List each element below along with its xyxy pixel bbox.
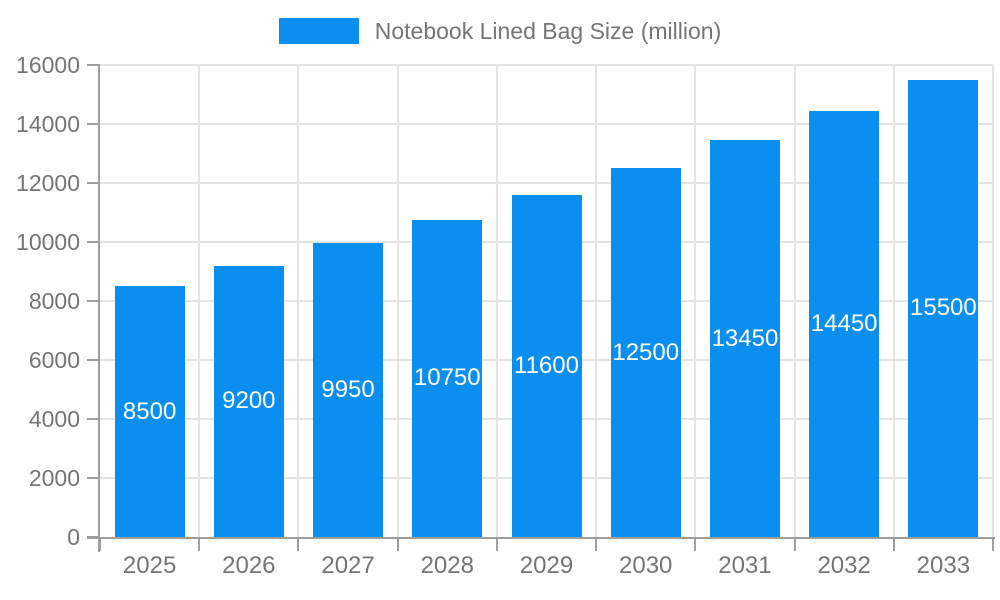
bar-value-label: 9950 [321,376,375,404]
y-axis-tick-label: 16000 [16,52,80,78]
bar-value-label: 11600 [514,351,579,379]
v-gridline [793,65,796,537]
x-axis-tick-label: 2029 [519,552,574,579]
legend-label: Notebook Lined Bag Size (million) [374,18,722,44]
y-axis-tick [87,477,100,479]
bar-value-label: 10750 [413,364,481,392]
bar[interactable]: 14450 [809,110,880,537]
x-axis-line [87,537,995,539]
h-gridline [100,123,993,125]
y-axis-line [98,65,100,552]
x-axis-tick-label: 2032 [817,552,871,579]
y-axis-tick [87,123,100,125]
v-gridline [297,65,300,537]
bar[interactable]: 10750 [412,219,483,537]
y-axis-tick-label: 14000 [16,111,80,137]
bar[interactable]: 13450 [709,140,780,537]
x-axis-tick-label: 2030 [619,552,673,579]
bar-value-label: 14450 [810,309,878,337]
v-gridline [595,65,598,537]
bar-value-label: 9200 [222,387,276,415]
x-axis-tick-label: 2033 [916,552,971,579]
y-axis-tick [87,359,100,361]
bar[interactable]: 11600 [511,194,582,537]
y-axis-tick-label: 8000 [28,288,80,314]
v-gridline [992,65,994,537]
y-axis-tick-label: 4000 [28,406,80,432]
h-gridline [100,64,993,66]
y-axis-tick-label: 2000 [28,465,80,491]
y-axis-tick [87,300,100,302]
legend-swatch [278,18,359,44]
legend[interactable]: Notebook Lined Bag Size (million) [0,18,1000,44]
y-axis-tick-label: 10000 [16,229,80,255]
v-gridline [396,65,399,537]
bar-value-label: 13450 [711,324,779,352]
x-axis-tick [694,537,697,551]
bar[interactable]: 15500 [908,79,979,537]
y-axis-tick-label: 6000 [28,347,80,373]
v-gridline [694,65,697,537]
bar[interactable]: 12500 [610,168,681,537]
bar[interactable]: 8500 [114,286,185,537]
x-axis-tick [495,537,498,551]
y-axis-tick-label: 12000 [16,170,80,196]
x-axis-tick-label: 2025 [122,552,177,579]
x-axis-tick-label: 2028 [420,552,474,579]
x-axis-tick [892,537,895,551]
y-axis-tick [87,418,100,420]
y-axis-tick-label: 0 [67,524,80,550]
bar[interactable]: 9200 [213,265,284,537]
h-gridline [100,182,993,184]
x-axis-tick-label: 2031 [718,552,772,579]
bar-value-label: 15500 [910,294,977,322]
x-axis-tick [992,537,994,551]
v-gridline [892,65,895,537]
x-axis-tick [595,537,598,551]
x-axis-tick-label: 2026 [222,552,276,579]
bar-value-label: 8500 [122,397,177,425]
x-axis-tick [99,537,101,551]
bar-value-label: 12500 [612,338,680,366]
x-axis-tick [198,537,201,551]
v-gridline [198,65,201,537]
x-axis-tick [793,537,796,551]
y-axis-tick [87,64,100,66]
y-axis-tick [87,182,100,184]
x-axis-tick-label: 2027 [321,552,375,579]
y-axis-tick [87,241,100,243]
x-axis-tick [396,537,399,551]
x-axis-tick [297,537,300,551]
bar[interactable]: 9950 [313,243,384,537]
v-gridline [495,65,498,537]
